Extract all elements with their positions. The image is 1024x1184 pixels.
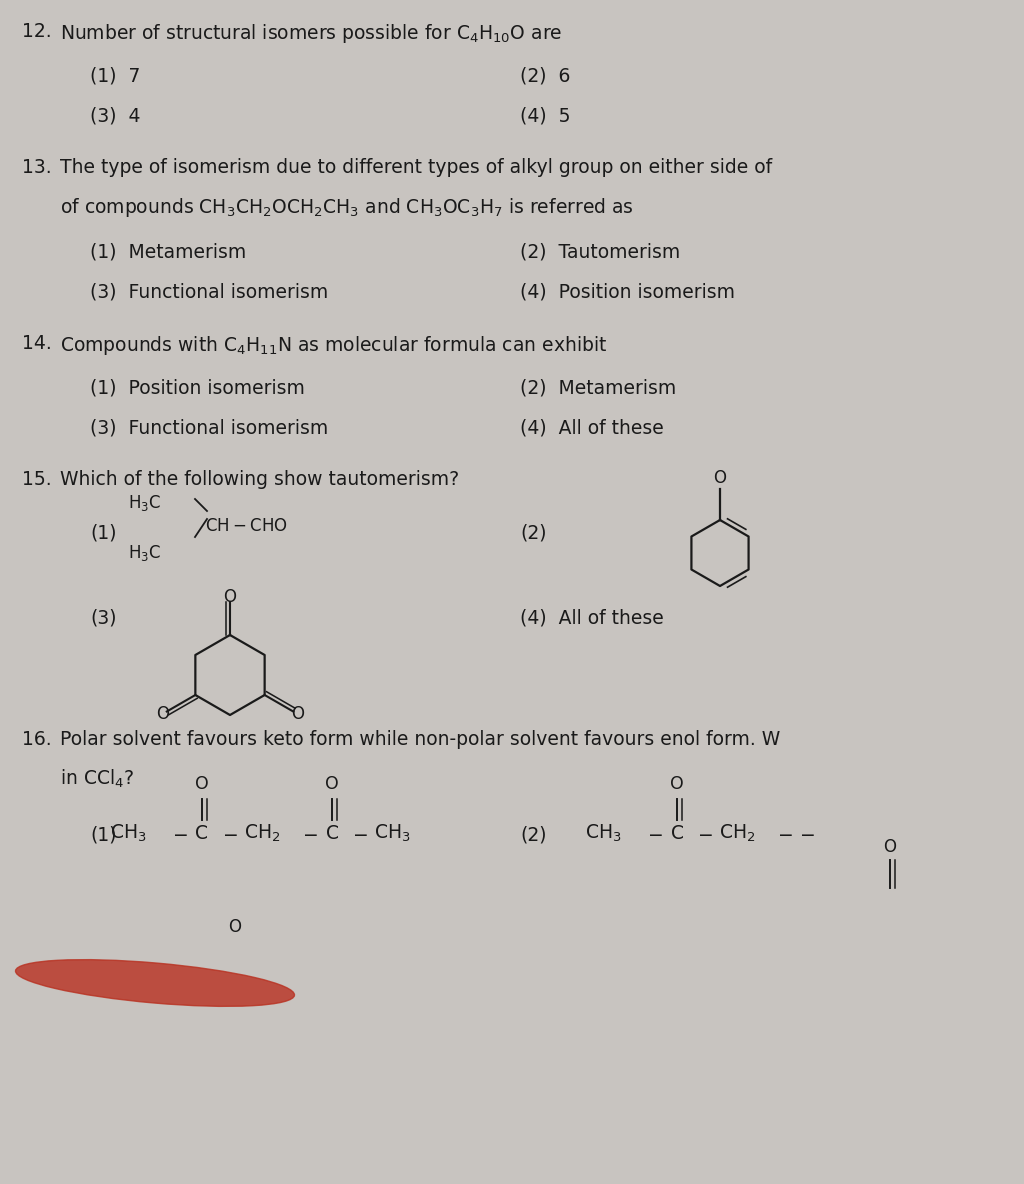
Text: (3)  Functional isomerism: (3) Functional isomerism (90, 282, 329, 301)
Text: (1)  Position isomerism: (1) Position isomerism (90, 378, 305, 397)
Text: O: O (714, 469, 726, 487)
Text: Which of the following show tautomerism?: Which of the following show tautomerism? (60, 470, 459, 489)
Text: The type of isomerism due to different types of alkyl group on either side of: The type of isomerism due to different t… (60, 157, 772, 176)
Text: $\mathrm{CH_2}$: $\mathrm{CH_2}$ (244, 823, 281, 844)
Text: $\mathrm{CH_2}$: $\mathrm{CH_2}$ (719, 823, 756, 844)
Text: (4)  All of these: (4) All of these (520, 609, 664, 628)
Text: (1)  Metamerism: (1) Metamerism (90, 242, 246, 260)
Text: (3)  Functional isomerism: (3) Functional isomerism (90, 418, 329, 437)
Text: $\mathrm{CH-CHO}$: $\mathrm{CH-CHO}$ (205, 517, 288, 535)
Text: O: O (196, 776, 209, 793)
Text: $-$: $-$ (302, 824, 317, 843)
Text: $-$: $-$ (697, 824, 713, 843)
Text: O: O (326, 776, 339, 793)
Text: (4)  All of these: (4) All of these (520, 418, 664, 437)
Text: $-$: $-$ (222, 824, 238, 843)
Text: (3)  4: (3) 4 (90, 107, 140, 126)
Text: (1)  7: (1) 7 (90, 66, 140, 85)
Text: 13.: 13. (22, 157, 51, 176)
Text: $\mathrm{CH_3}$: $\mathrm{CH_3}$ (110, 823, 146, 844)
Text: (2): (2) (520, 523, 547, 542)
Text: 16.: 16. (22, 731, 51, 749)
Text: O: O (223, 588, 237, 606)
Text: $-$: $-$ (799, 824, 815, 843)
Text: O: O (291, 704, 304, 723)
Text: (3): (3) (90, 609, 117, 628)
Text: of compounds $\mathrm{CH_3CH_2OCH_2CH_3}$ and $\mathrm{CH_3OC_3H_7}$ is referred: of compounds $\mathrm{CH_3CH_2OCH_2CH_3}… (60, 197, 634, 219)
Ellipse shape (15, 960, 295, 1006)
Text: (4)  Position isomerism: (4) Position isomerism (520, 282, 735, 301)
Text: $-$: $-$ (352, 824, 368, 843)
Text: O: O (156, 704, 169, 723)
Text: Number of structural isomers possible for $\mathrm{C_4H_{10}O}$ are: Number of structural isomers possible fo… (60, 22, 562, 45)
Text: C: C (196, 824, 209, 843)
Text: C: C (326, 824, 339, 843)
Text: 14.: 14. (22, 334, 52, 353)
Text: Polar solvent favours keto form while non-polar solvent favours enol form. W: Polar solvent favours keto form while no… (60, 731, 780, 749)
Text: (2)  Tautomerism: (2) Tautomerism (520, 242, 680, 260)
Text: $-$: $-$ (647, 824, 663, 843)
Text: O: O (884, 838, 896, 856)
Text: O: O (670, 776, 684, 793)
Text: $\mathrm{H_3C}$: $\mathrm{H_3C}$ (128, 493, 161, 513)
Text: (4)  5: (4) 5 (520, 107, 570, 126)
Text: 15.: 15. (22, 470, 51, 489)
Text: $-$: $-$ (172, 824, 187, 843)
Text: C: C (671, 824, 683, 843)
Text: $\mathrm{H_3C}$: $\mathrm{H_3C}$ (128, 543, 161, 564)
Text: (1): (1) (90, 523, 117, 542)
Text: (2)  Metamerism: (2) Metamerism (520, 378, 676, 397)
Text: (2): (2) (520, 825, 547, 844)
Text: 12.: 12. (22, 22, 51, 41)
Text: $\mathrm{CH_3}$: $\mathrm{CH_3}$ (374, 823, 411, 844)
Text: (1): (1) (90, 825, 117, 844)
Text: (2)  6: (2) 6 (520, 66, 570, 85)
Text: $\mathrm{CH_3}$: $\mathrm{CH_3}$ (585, 823, 622, 844)
Text: $-$: $-$ (777, 824, 793, 843)
Text: in $\mathrm{CCl_4}$?: in $\mathrm{CCl_4}$? (60, 768, 134, 790)
Text: O: O (228, 918, 242, 937)
Text: Compounds with $\mathrm{C_4H_{11}N}$ as molecular formula can exhibit: Compounds with $\mathrm{C_4H_{11}N}$ as … (60, 334, 607, 358)
